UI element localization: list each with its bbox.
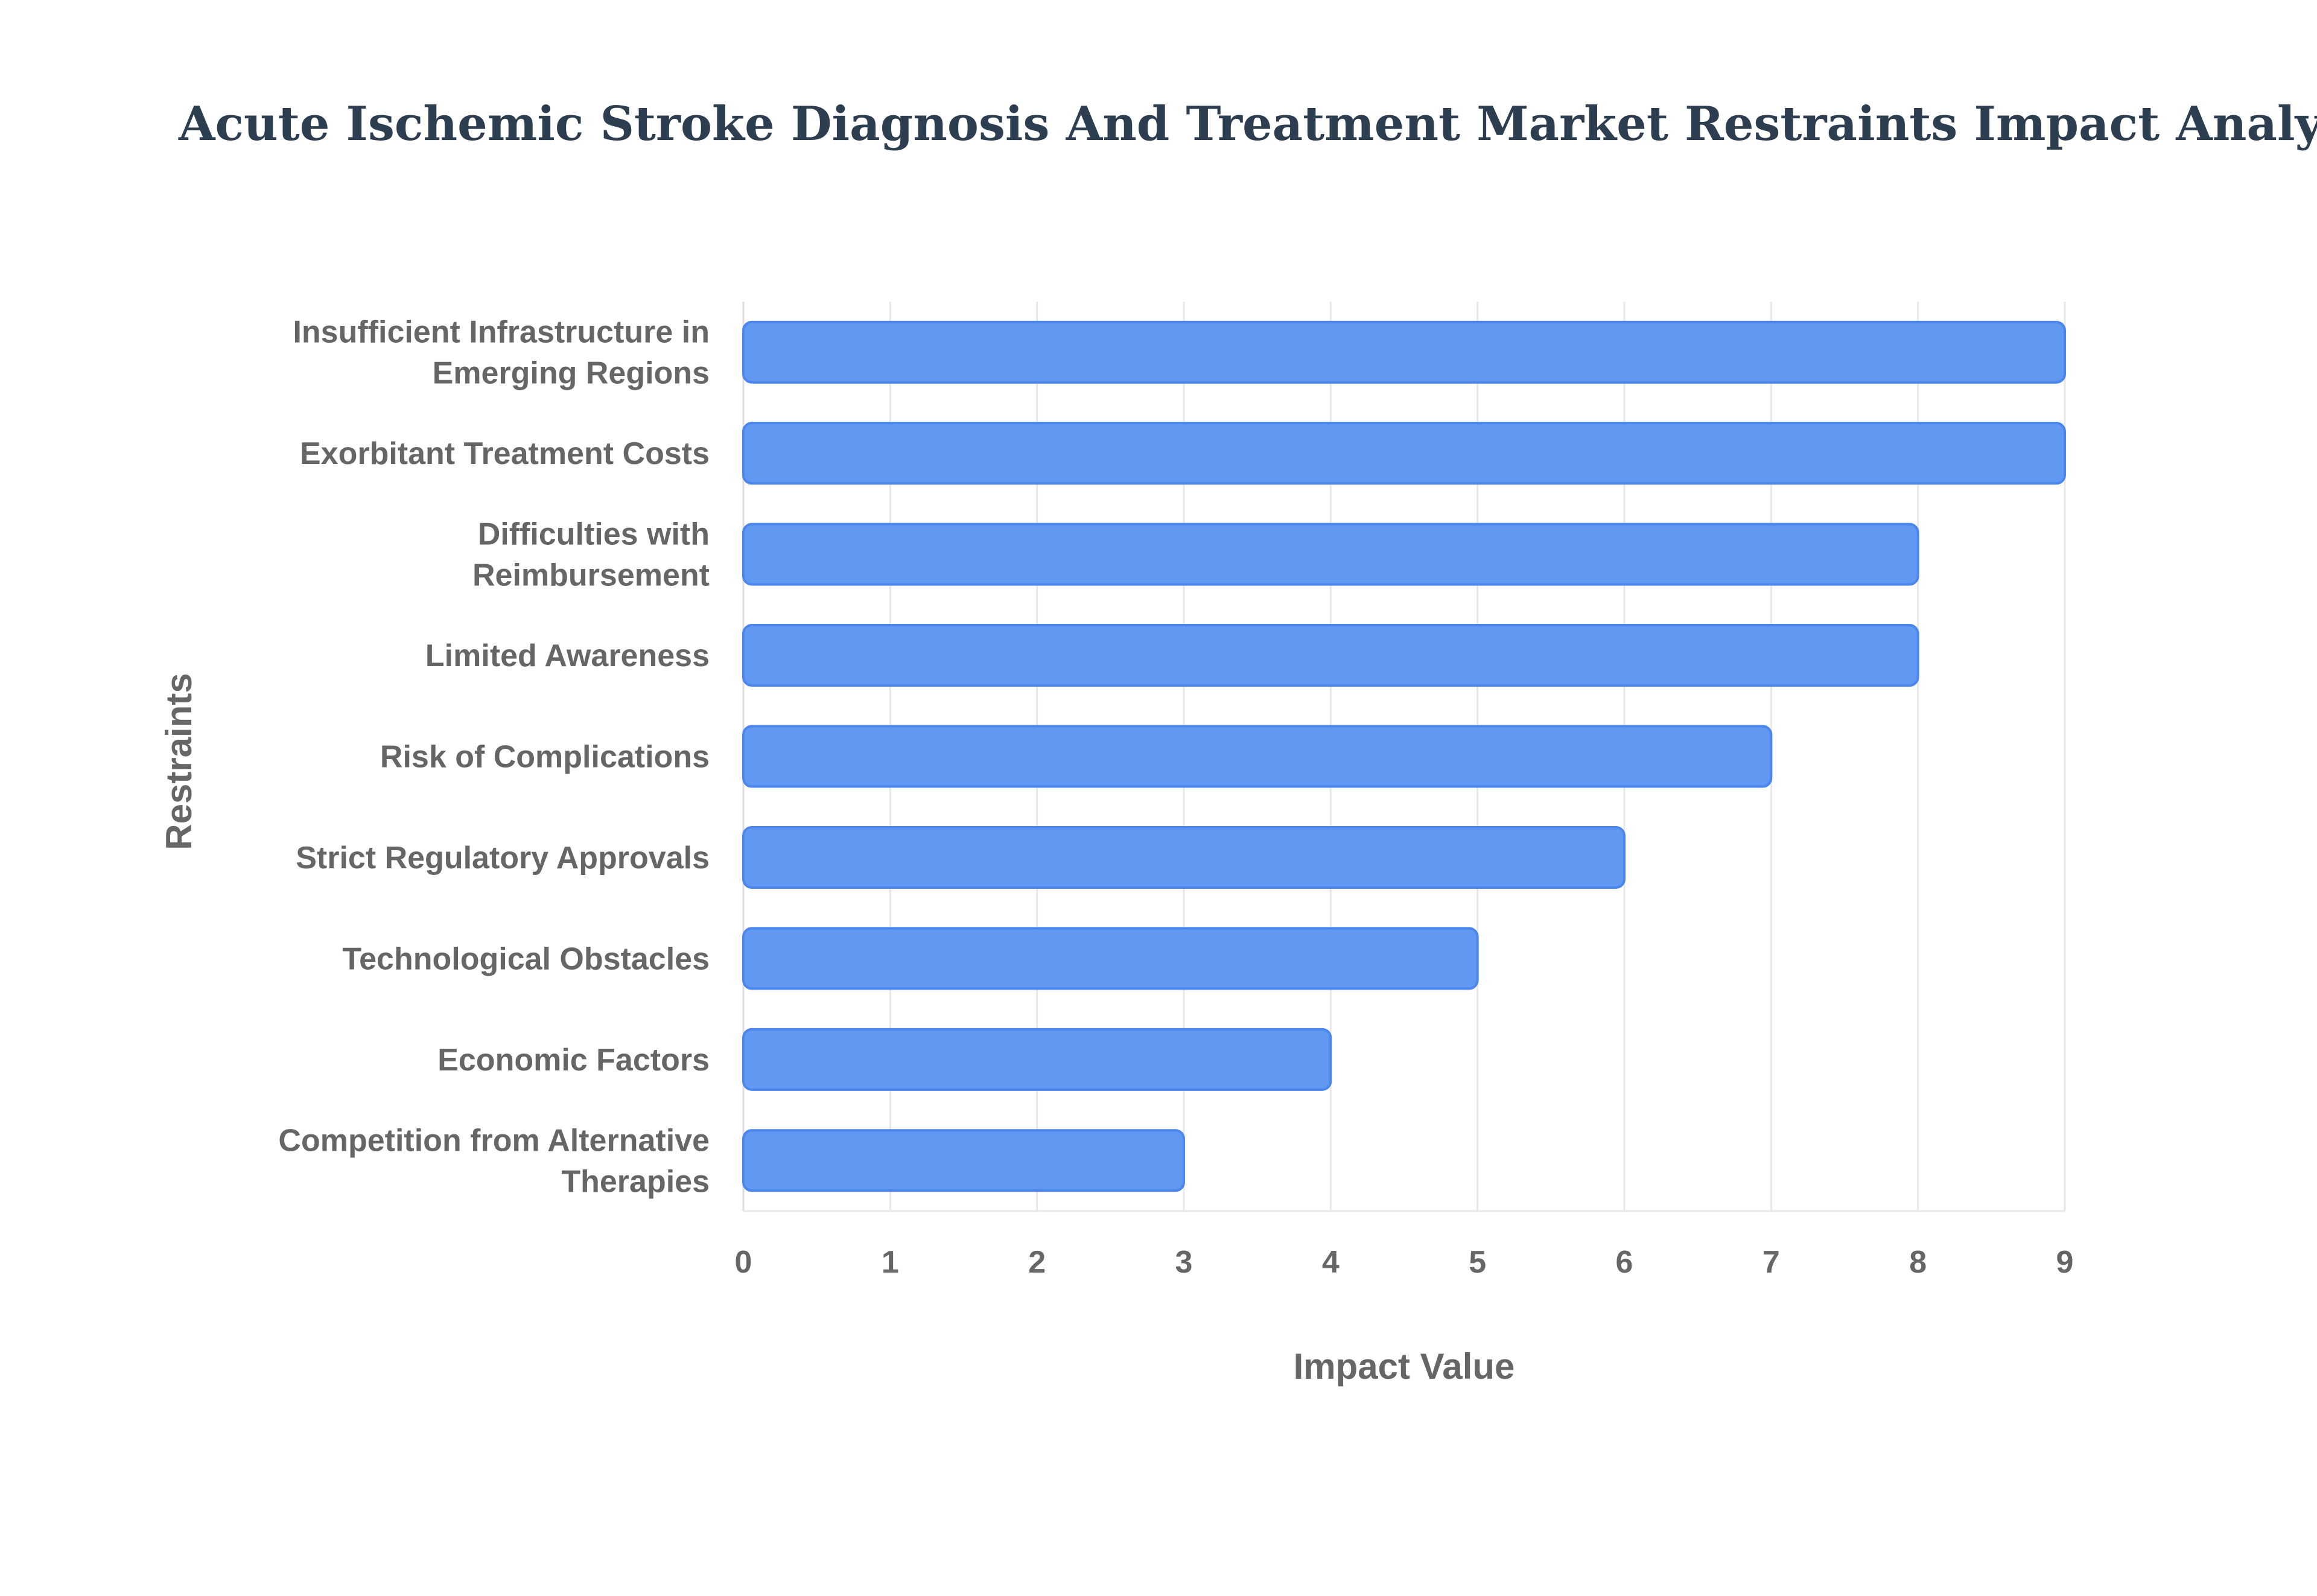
category-label: Insufficient Infrastructure in Emerging R… bbox=[293, 315, 710, 391]
bar-4[interactable] bbox=[742, 624, 1919, 687]
x-tick-label: 1 bbox=[882, 1245, 899, 1280]
x-tick-label: 9 bbox=[2056, 1245, 2074, 1280]
bar-5[interactable] bbox=[742, 725, 1773, 788]
bar-6[interactable] bbox=[742, 825, 1626, 889]
bar-1[interactable] bbox=[742, 320, 2066, 384]
y-axis-title: Restraints bbox=[159, 673, 199, 850]
x-tick-label: 6 bbox=[1616, 1245, 1633, 1280]
category-label: Risk of Complications bbox=[380, 740, 710, 775]
category-label: Economic Factors bbox=[437, 1043, 710, 1078]
x-tick-label: 3 bbox=[1175, 1245, 1193, 1280]
bar-7[interactable] bbox=[742, 927, 1479, 990]
x-tick-labels: 0 1 2 3 4 5 6 7 8 9 bbox=[735, 1245, 2074, 1280]
bar-3[interactable] bbox=[742, 523, 1919, 586]
category-label: Competition from Alternative Therapies bbox=[278, 1123, 710, 1199]
category-label: Strict Regulatory Approvals bbox=[296, 841, 710, 876]
category-label: Difficulties with Reimbursement bbox=[472, 517, 710, 593]
bar-8[interactable] bbox=[742, 1028, 1332, 1091]
chart-title: Acute Ischemic Stroke Diagnosis And Trea… bbox=[179, 97, 2317, 151]
bar-9[interactable] bbox=[742, 1129, 1185, 1192]
category-label: Technological Obstacles bbox=[342, 941, 710, 976]
x-axis-title: Impact Value bbox=[1294, 1346, 1515, 1387]
x-tick-label: 8 bbox=[1909, 1245, 1927, 1280]
category-label: Limited Awareness bbox=[425, 638, 710, 673]
x-tick-label: 7 bbox=[1762, 1245, 1780, 1280]
bar-2[interactable] bbox=[742, 422, 2066, 485]
x-tick-label: 5 bbox=[1469, 1245, 1486, 1280]
x-tick-label: 0 bbox=[735, 1245, 752, 1280]
x-tick-label: 4 bbox=[1322, 1245, 1340, 1280]
category-label: Exorbitant Treatment Costs bbox=[300, 436, 710, 471]
x-tick-label: 2 bbox=[1028, 1245, 1046, 1280]
category-labels: Insufficient Infrastructure in Emerging R… bbox=[278, 315, 710, 1200]
bars bbox=[742, 320, 2066, 1192]
